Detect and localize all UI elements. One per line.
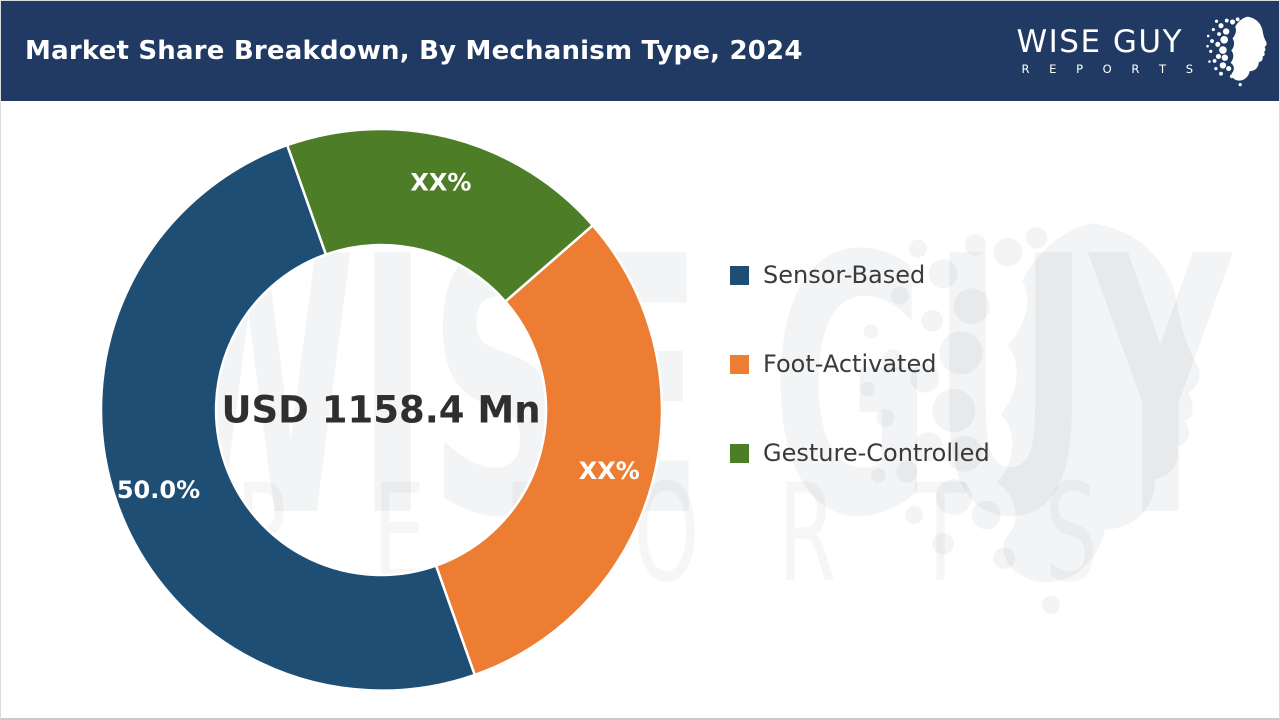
slice-label-gesture-controlled: XX%	[410, 169, 471, 197]
chart-area: WISE GUY R E P O R T S 50.0%XX%XX% USD 1…	[1, 101, 1279, 718]
legend-swatch-sensor-based	[730, 265, 749, 285]
chart-center-value: USD 1158.4 Mn	[221, 388, 541, 432]
donut-slice-foot-activated	[434, 224, 664, 677]
legend-label-sensor-based: Sensor-Based	[763, 261, 926, 289]
wiseguy-face-icon	[1206, 16, 1267, 87]
brand-name: WISE GUY	[1016, 23, 1184, 60]
slice-label-sensor-based: 50.0%	[117, 476, 200, 504]
donut-slice-sensor-based	[99, 143, 477, 692]
legend: Sensor-Based Foot-Activated Gesture-Cont…	[730, 260, 990, 527]
legend-label-foot-activated: Foot-Activated	[763, 350, 937, 378]
legend-item-foot-activated: Foot-Activated	[730, 349, 990, 379]
brand-logo: WISE GUY R E P O R T S	[1017, 14, 1270, 88]
donut-chart: 50.0% XX% XX%	[99, 127, 664, 692]
legend-swatch-foot-activated	[730, 354, 749, 374]
brand-subtitle: R E P O R T S	[1021, 61, 1201, 76]
slice-label-foot-activated: XX%	[579, 457, 640, 485]
chart-title: Market Share Breakdown, By Mechanism Typ…	[25, 36, 803, 66]
donut-slice-gesture-controlled	[285, 127, 594, 303]
legend-swatch-gesture-controlled	[730, 443, 749, 463]
legend-item-sensor-based: Sensor-Based	[730, 260, 990, 290]
header-bar: Market Share Breakdown, By Mechanism Typ…	[1, 1, 1279, 101]
legend-item-gesture-controlled: Gesture-Controlled	[730, 438, 990, 468]
brand-text: WISE GUY R E P O R T S	[1016, 23, 1202, 76]
legend-label-gesture-controlled: Gesture-Controlled	[763, 439, 990, 467]
